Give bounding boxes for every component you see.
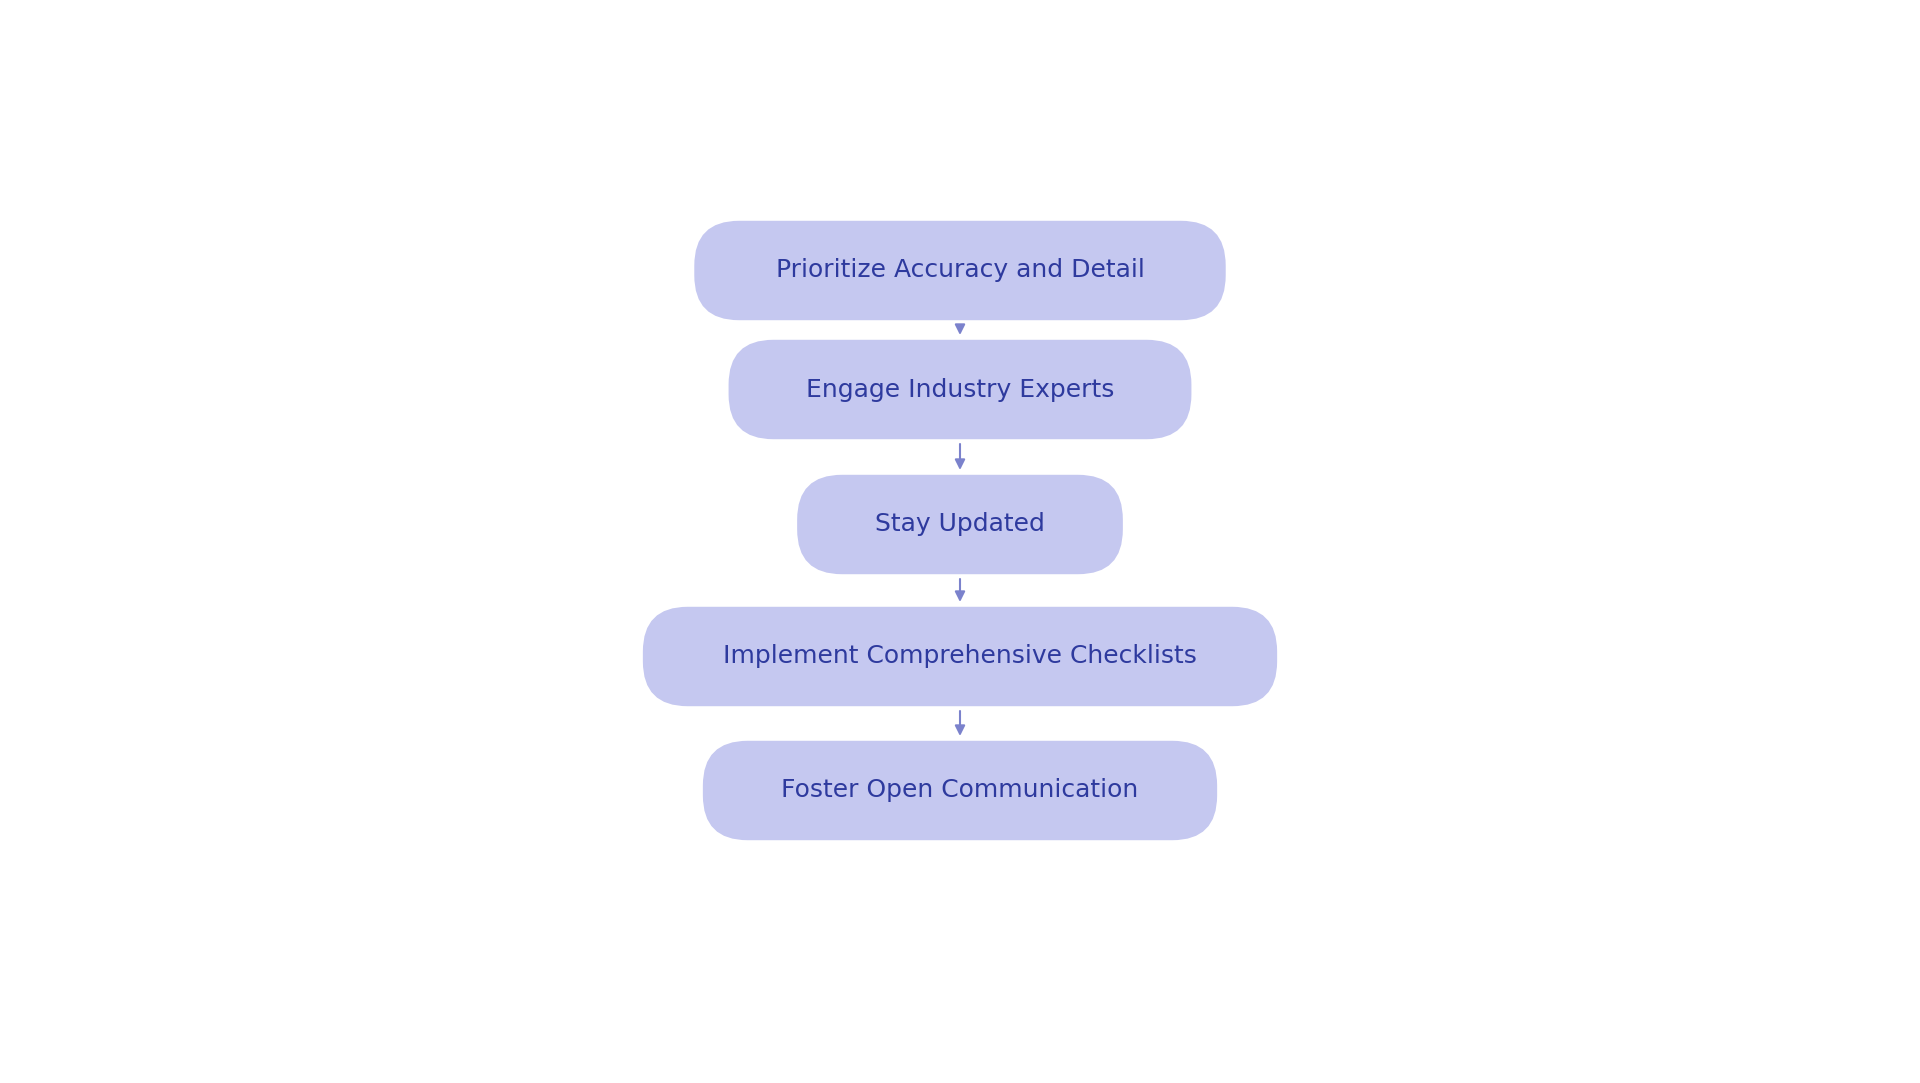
Text: Engage Industry Experts: Engage Industry Experts: [806, 378, 1114, 402]
FancyBboxPatch shape: [703, 741, 1217, 840]
FancyBboxPatch shape: [797, 474, 1123, 574]
Text: Foster Open Communication: Foster Open Communication: [781, 779, 1139, 803]
Text: Implement Comprehensive Checklists: Implement Comprehensive Checklists: [724, 644, 1196, 668]
Text: Prioritize Accuracy and Detail: Prioritize Accuracy and Detail: [776, 259, 1144, 283]
FancyBboxPatch shape: [695, 221, 1225, 321]
FancyBboxPatch shape: [643, 606, 1277, 706]
Text: Stay Updated: Stay Updated: [876, 512, 1044, 536]
FancyBboxPatch shape: [728, 340, 1192, 440]
